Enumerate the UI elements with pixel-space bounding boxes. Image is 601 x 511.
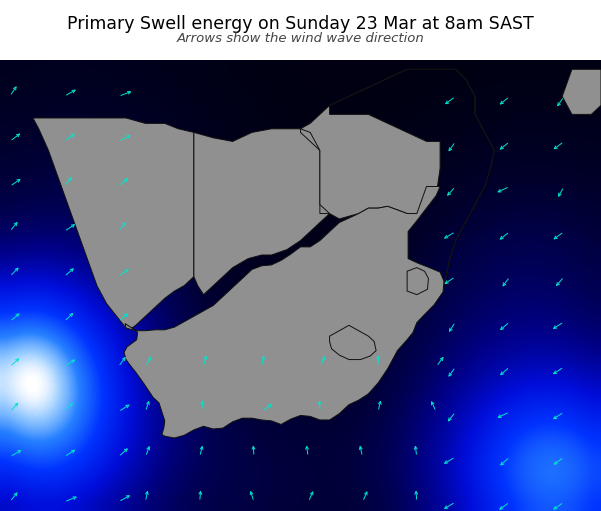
Polygon shape bbox=[300, 114, 440, 219]
Polygon shape bbox=[562, 69, 601, 114]
Polygon shape bbox=[300, 69, 495, 292]
Text: Primary Swell energy on Sunday 23 Mar at 8am SAST: Primary Swell energy on Sunday 23 Mar at… bbox=[67, 15, 534, 33]
Polygon shape bbox=[407, 268, 429, 295]
Polygon shape bbox=[329, 326, 376, 360]
Polygon shape bbox=[33, 118, 194, 328]
Polygon shape bbox=[194, 129, 340, 295]
Text: Arrows show the wind wave direction: Arrows show the wind wave direction bbox=[177, 32, 424, 45]
Polygon shape bbox=[124, 187, 444, 438]
